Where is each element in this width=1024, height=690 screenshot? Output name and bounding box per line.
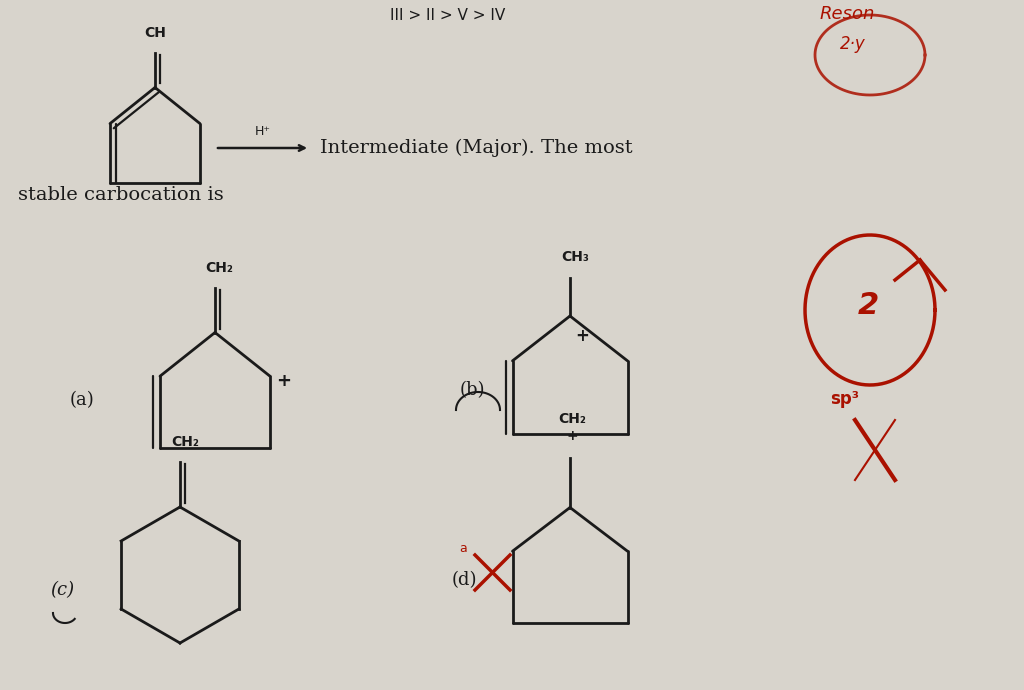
Text: +: +: [575, 327, 589, 345]
Text: (b): (b): [460, 381, 485, 399]
Text: stable carbocation is: stable carbocation is: [18, 186, 224, 204]
Text: a: a: [459, 542, 467, 555]
Text: III > II > V > IV: III > II > V > IV: [390, 8, 505, 23]
Text: 2·y: 2·y: [840, 35, 865, 53]
Text: CH₃: CH₃: [561, 250, 589, 264]
Text: Intermediate (Major). The most: Intermediate (Major). The most: [319, 139, 633, 157]
Text: +: +: [276, 372, 292, 391]
Text: CH₂: CH₂: [205, 261, 232, 275]
Text: +: +: [566, 428, 578, 442]
Text: Reson: Reson: [820, 5, 876, 23]
Text: H⁺: H⁺: [255, 125, 270, 138]
Text: CH: CH: [144, 26, 166, 39]
Text: CH₂: CH₂: [558, 411, 586, 426]
Text: 2: 2: [857, 290, 879, 319]
Text: CH₂: CH₂: [171, 435, 199, 449]
Text: (d): (d): [452, 571, 477, 589]
Text: sp³: sp³: [830, 390, 859, 408]
Text: (a): (a): [70, 391, 95, 409]
Text: (c): (c): [50, 581, 74, 599]
